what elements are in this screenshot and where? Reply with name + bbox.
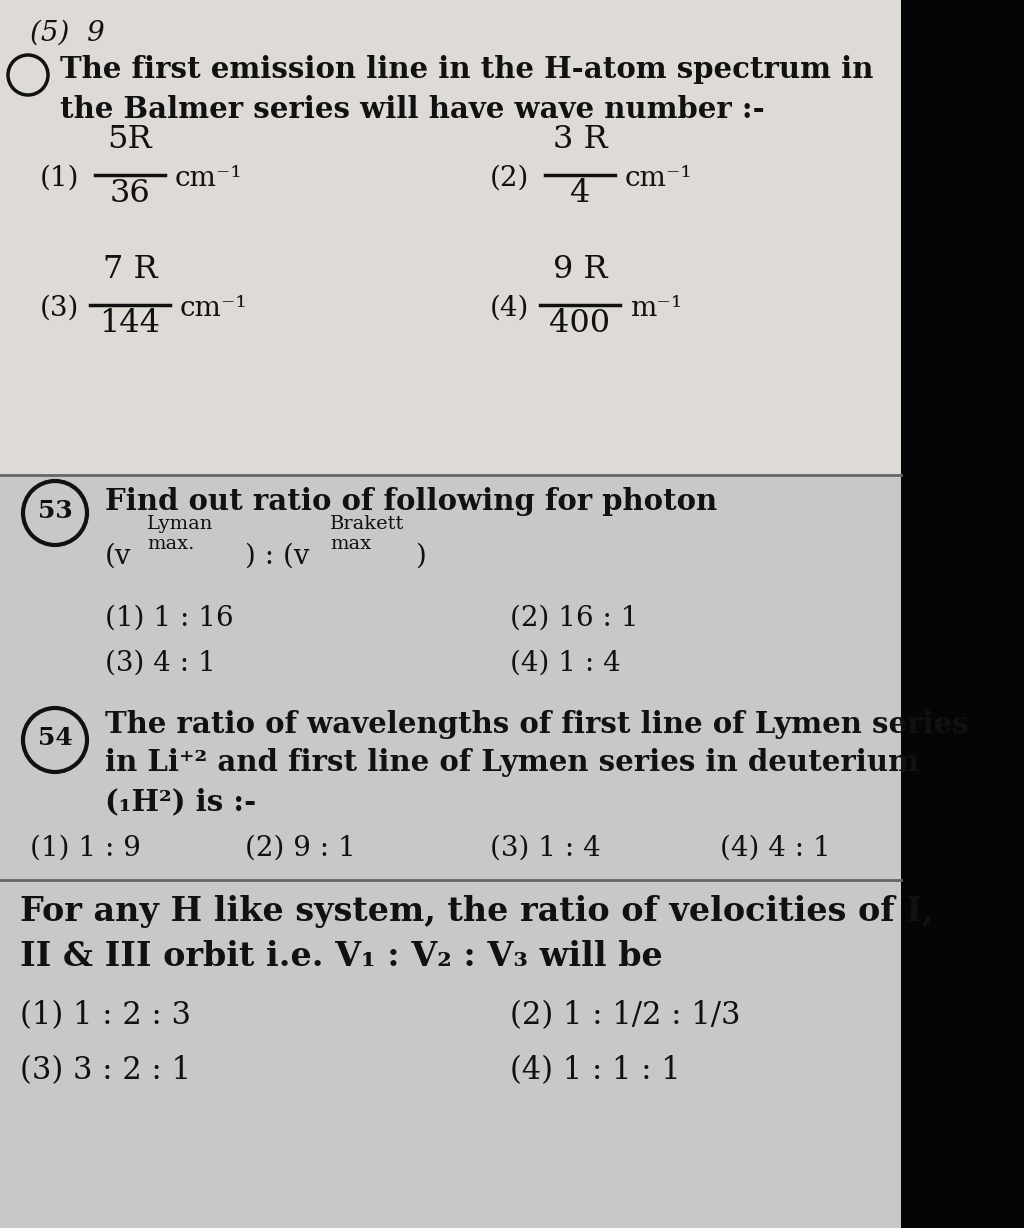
Text: (v: (v: [105, 543, 131, 570]
Text: 4: 4: [569, 178, 590, 209]
Text: (4) 4 : 1: (4) 4 : 1: [720, 835, 830, 862]
Text: in Li⁺² and first line of Lymen series in deuterium: in Li⁺² and first line of Lymen series i…: [105, 748, 919, 777]
Text: For any H like system, the ratio of velocities of I,: For any H like system, the ratio of velo…: [20, 895, 934, 928]
Text: Brakett: Brakett: [330, 515, 404, 533]
Text: Find out ratio of following for photon: Find out ratio of following for photon: [105, 488, 717, 516]
Text: 7 R: 7 R: [102, 254, 158, 285]
Text: (₁H²) is :-: (₁H²) is :-: [105, 787, 256, 815]
Text: The ratio of wavelengths of first line of Lymen series: The ratio of wavelengths of first line o…: [105, 710, 969, 739]
Text: cm⁻¹: cm⁻¹: [175, 165, 243, 192]
Text: 54: 54: [38, 726, 73, 750]
Text: (4) 1 : 4: (4) 1 : 4: [510, 650, 621, 677]
Text: cm⁻¹: cm⁻¹: [180, 295, 248, 322]
Text: m⁻¹: m⁻¹: [630, 295, 682, 322]
Text: The first emission line in the H-atom spectrum in: The first emission line in the H-atom sp…: [60, 55, 873, 84]
Text: the Balmer series will have wave number :-: the Balmer series will have wave number …: [60, 95, 765, 124]
Text: ) : (v: ) : (v: [245, 543, 309, 570]
Text: (2) 1 : 1/2 : 1/3: (2) 1 : 1/2 : 1/3: [510, 1000, 740, 1032]
Text: (3) 1 : 4: (3) 1 : 4: [490, 835, 601, 862]
Text: 9 R: 9 R: [553, 254, 607, 285]
Text: (4): (4): [490, 295, 529, 322]
Text: cm⁻¹: cm⁻¹: [625, 165, 692, 192]
Text: (1) 1 : 16: (1) 1 : 16: [105, 605, 233, 632]
Text: ): ): [415, 543, 426, 570]
Text: (4) 1 : 1 : 1: (4) 1 : 1 : 1: [510, 1055, 681, 1086]
Text: (1): (1): [40, 165, 80, 192]
Text: (3): (3): [40, 295, 80, 322]
Text: (2) 16 : 1: (2) 16 : 1: [510, 605, 639, 632]
Text: (2): (2): [490, 165, 529, 192]
Text: 53: 53: [38, 499, 73, 523]
Text: (3) 3 : 2 : 1: (3) 3 : 2 : 1: [20, 1055, 191, 1086]
Text: 400: 400: [550, 308, 610, 339]
Text: Lyman: Lyman: [147, 515, 213, 533]
Text: max: max: [330, 535, 371, 553]
FancyBboxPatch shape: [0, 0, 901, 475]
Text: 144: 144: [99, 308, 161, 339]
Text: (5)  9: (5) 9: [30, 20, 104, 47]
FancyBboxPatch shape: [0, 475, 901, 1228]
Text: (1) 1 : 9: (1) 1 : 9: [30, 835, 141, 862]
Text: max.: max.: [147, 535, 195, 553]
Text: 3 R: 3 R: [553, 124, 607, 155]
Text: II & III orbit i.e. V₁ : V₂ : V₃ will be: II & III orbit i.e. V₁ : V₂ : V₃ will be: [20, 939, 663, 973]
Text: (3) 4 : 1: (3) 4 : 1: [105, 650, 216, 677]
Text: (1) 1 : 2 : 3: (1) 1 : 2 : 3: [20, 1000, 191, 1032]
Text: 36: 36: [110, 178, 151, 209]
Text: 5R: 5R: [108, 124, 153, 155]
Text: (2) 9 : 1: (2) 9 : 1: [245, 835, 355, 862]
FancyBboxPatch shape: [901, 0, 1024, 1228]
